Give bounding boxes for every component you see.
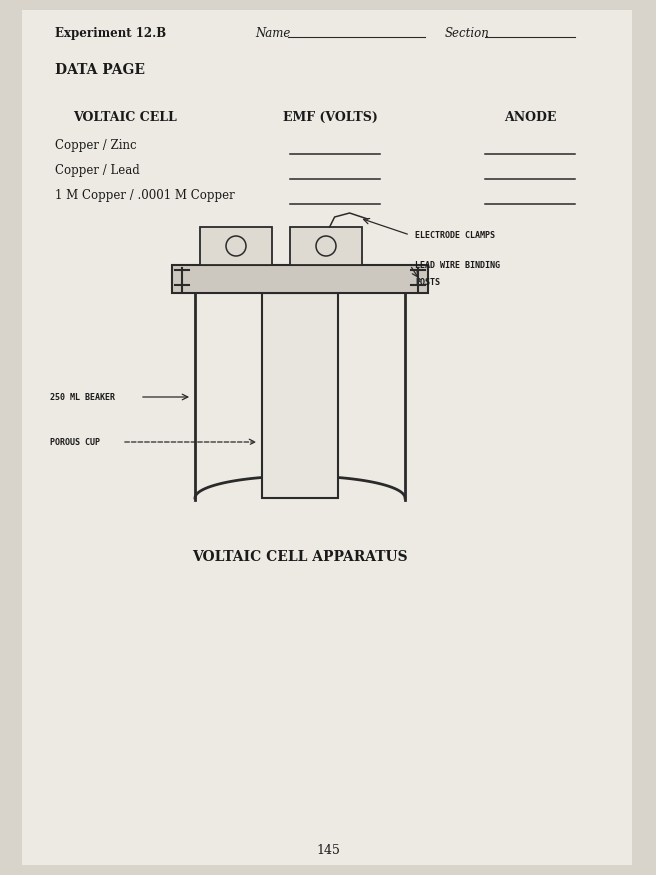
Text: ELECTRODE CLAMPS: ELECTRODE CLAMPS [415, 230, 495, 240]
Text: VOLTAIC CELL APPARATUS: VOLTAIC CELL APPARATUS [192, 550, 408, 564]
Text: Name: Name [255, 26, 291, 39]
Text: VOLTAIC CELL: VOLTAIC CELL [73, 110, 177, 123]
Text: DATA PAGE: DATA PAGE [55, 63, 145, 77]
Text: POROUS CUP: POROUS CUP [50, 438, 100, 446]
Text: POSTS: POSTS [415, 277, 440, 286]
Text: EMF (VOLTS): EMF (VOLTS) [283, 110, 377, 123]
Text: Experiment 12.B: Experiment 12.B [55, 26, 166, 39]
Text: Copper / Lead: Copper / Lead [55, 164, 140, 177]
Text: LEAD WIRE BINDING: LEAD WIRE BINDING [415, 261, 500, 270]
Bar [172, 265, 428, 293]
Bar [200, 227, 272, 265]
Text: Copper / Zinc: Copper / Zinc [55, 138, 136, 151]
Bar [290, 227, 362, 265]
Bar [262, 293, 338, 498]
Text: 250 ML BEAKER: 250 ML BEAKER [50, 393, 115, 402]
Text: 1 M Copper / .0001 M Copper: 1 M Copper / .0001 M Copper [55, 188, 235, 201]
Text: 145: 145 [316, 844, 340, 857]
Text: Section: Section [445, 26, 490, 39]
Text: ANODE: ANODE [504, 110, 556, 123]
